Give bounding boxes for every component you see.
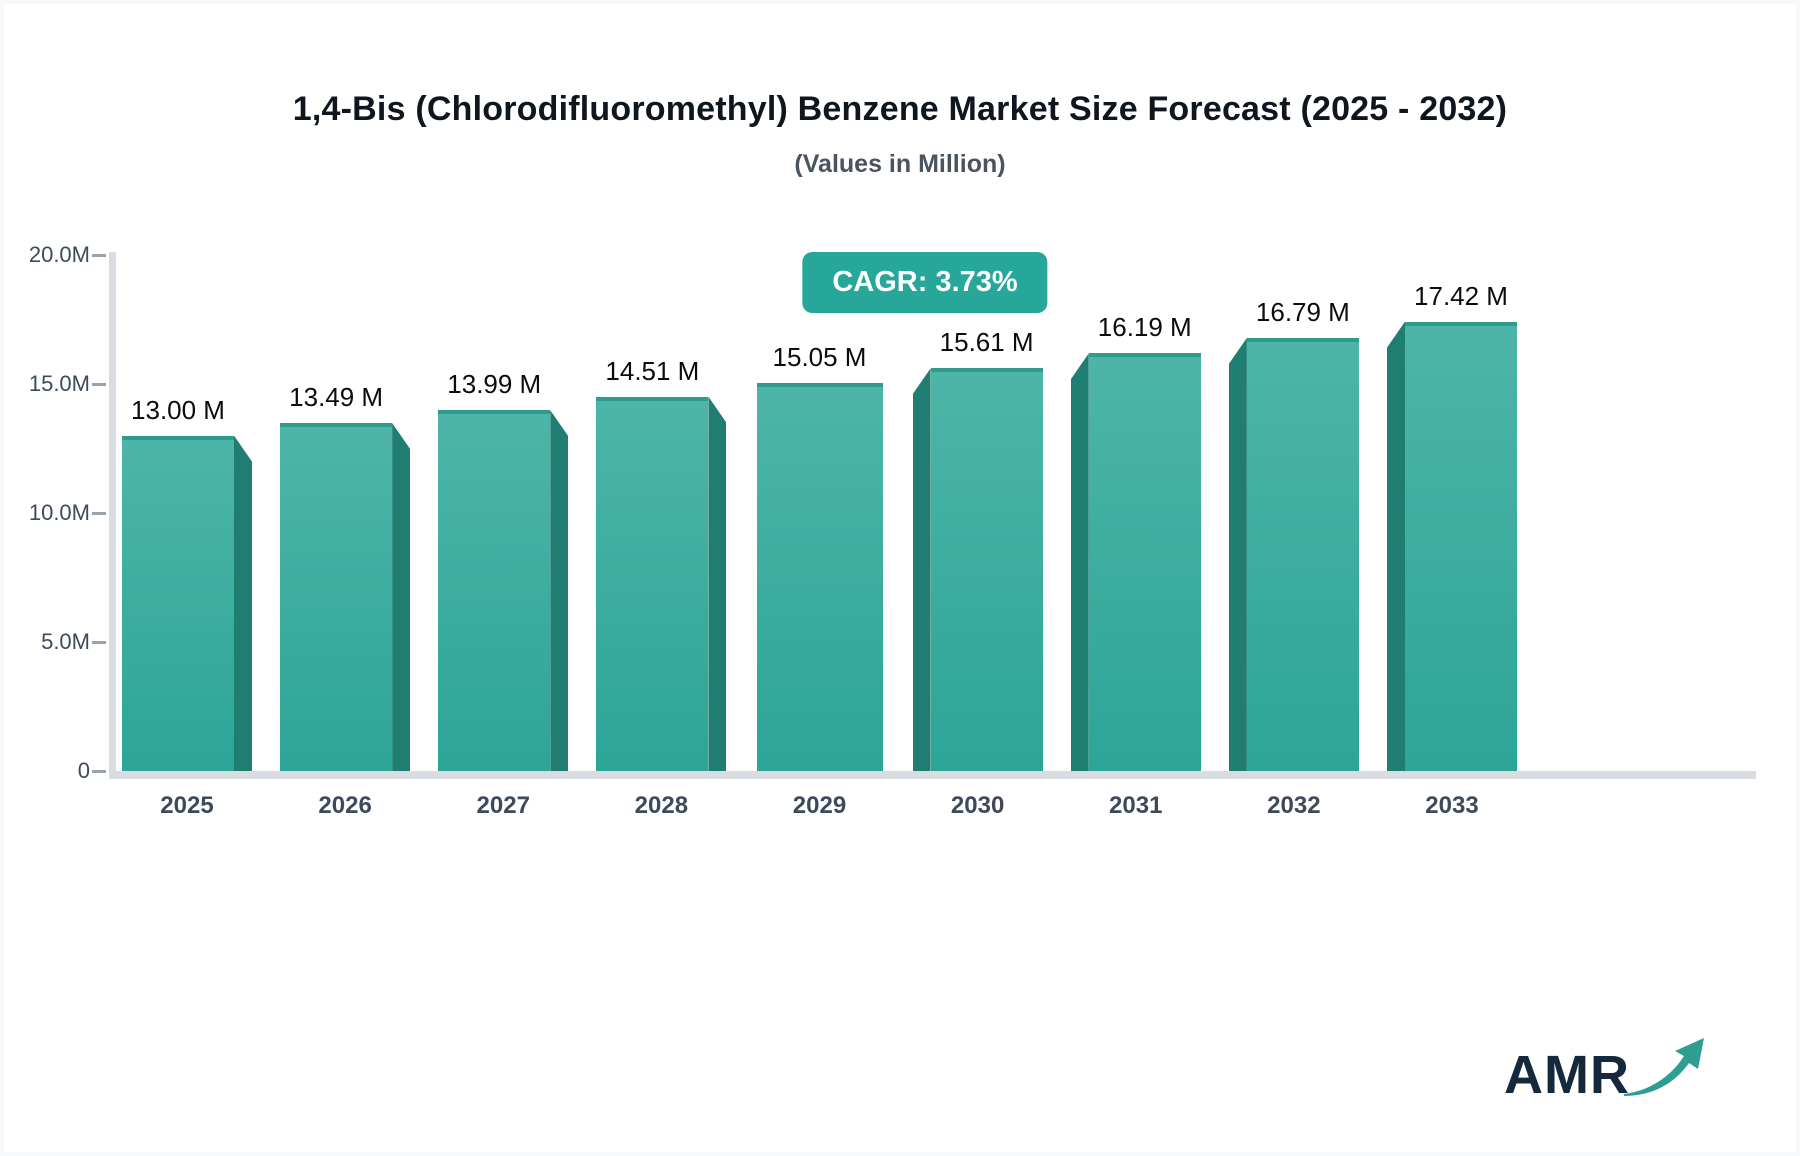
bar-value-label: 13.00 M (131, 394, 225, 425)
bar-face (756, 382, 883, 771)
y-axis-line (109, 252, 116, 779)
bar-group-2033: 17.42 M (1387, 255, 1517, 771)
bar-value-label: 15.05 M (772, 341, 867, 372)
x-axis-label-2032: 2032 (1267, 792, 1321, 819)
bar-group-2030: 15.61 M (912, 255, 1043, 771)
x-axis-labels: 2025 2026 2027 2028 2029 2030 2031 2032 2033 (122, 792, 1517, 820)
bar-series: 13.00 M 13.49 M 13.99 M 14.51 M 15.05 M 15.61… (122, 255, 1517, 771)
bar-value-label: 14.51 M (605, 355, 700, 386)
bar-2030 (912, 368, 1043, 771)
bar-2033 (1387, 321, 1517, 771)
bar-face (930, 368, 1043, 771)
bar-group-2031: 16.19 M (1070, 255, 1201, 771)
bar-side-shade (234, 435, 252, 771)
bar-2027 (438, 410, 569, 771)
x-axis-label-2033: 2033 (1425, 792, 1479, 819)
amr-logo-text: AMR (1504, 1045, 1630, 1105)
cagr-badge: CAGR: 3.73% (802, 252, 1048, 313)
x-axis-label-2028: 2028 (634, 792, 689, 819)
bar-group-2029: 15.05 M (755, 255, 885, 771)
bar-value-label: 15.61 M (939, 327, 1034, 358)
bar-face (438, 410, 551, 771)
x-axis-label-2026: 2026 (318, 792, 372, 819)
bar-side-shade (392, 422, 411, 771)
amr-logo: AMR (1504, 1034, 1708, 1102)
bar-face (1246, 337, 1359, 771)
bar-group-2027: 13.99 M (438, 255, 569, 771)
x-axis-label-2030: 2030 (950, 792, 1005, 819)
trending-up-arrow-icon (1624, 1038, 1704, 1096)
bar-value-label: 16.79 M (1255, 296, 1350, 327)
bar-side-shade (1228, 337, 1247, 771)
x-axis-label-2025: 2025 (160, 792, 214, 819)
x-axis-label-2027: 2027 (476, 792, 530, 819)
x-axis-label-2029: 2029 (792, 792, 847, 819)
bar-side-shade (708, 396, 727, 771)
bar-face (596, 396, 709, 771)
y-tick-mark (92, 383, 106, 386)
y-tick-label: 20.0M (28, 242, 90, 267)
bar-group-2028: 14.51 M (596, 255, 727, 771)
x-axis-label-2031: 2031 (1109, 792, 1163, 819)
bar-group-2032: 16.79 M (1228, 255, 1359, 771)
chart-subtitle: (Values in Million) (794, 150, 1006, 178)
y-tick-label: 15.0M (28, 371, 90, 396)
bar-2028 (596, 396, 727, 771)
bar-2026 (280, 422, 411, 771)
bar-face (1088, 353, 1201, 771)
bar-value-label: 13.99 M (447, 369, 542, 400)
chart-card: 1,4-Bis (Chlorodifluoromethyl) Benzene M… (4, 4, 1796, 1152)
bar-side-shade (550, 410, 569, 771)
x-axis-baseline (109, 771, 1756, 779)
bar-2025 (122, 435, 252, 771)
bar-2031 (1070, 353, 1201, 771)
bar-group-2025: 13.00 M (122, 255, 252, 771)
chart-title: 1,4-Bis (Chlorodifluoromethyl) Benzene M… (292, 90, 1508, 128)
y-tick-mark (92, 254, 106, 257)
y-tick-mark (92, 641, 106, 644)
y-tick-label: 10.0M (28, 500, 90, 525)
bar-2032 (1228, 337, 1359, 771)
bar-face (280, 422, 393, 771)
y-tick-label: 0 (77, 758, 90, 783)
bar-value-label: 17.42 M (1414, 280, 1508, 311)
bar-side-shade (912, 368, 931, 771)
bar-value-label: 16.19 M (1097, 312, 1192, 343)
bar-2029 (755, 382, 885, 771)
bar-side-shade (1387, 321, 1405, 771)
y-tick-label: 5.0M (41, 629, 90, 654)
y-tick-mark (92, 770, 106, 773)
bar-group-2026: 13.49 M (280, 255, 411, 771)
bar-side-shade (1070, 353, 1089, 771)
y-tick-mark (92, 512, 106, 515)
bar-chart-plot-area: 20.0M 15.0M 10.0M 5.0M 0 13.00 M 13.49 M 13.99… (4, 244, 1796, 782)
bar-face (1405, 321, 1517, 771)
bar-face (122, 435, 234, 771)
bar-value-label: 13.49 M (289, 381, 384, 412)
